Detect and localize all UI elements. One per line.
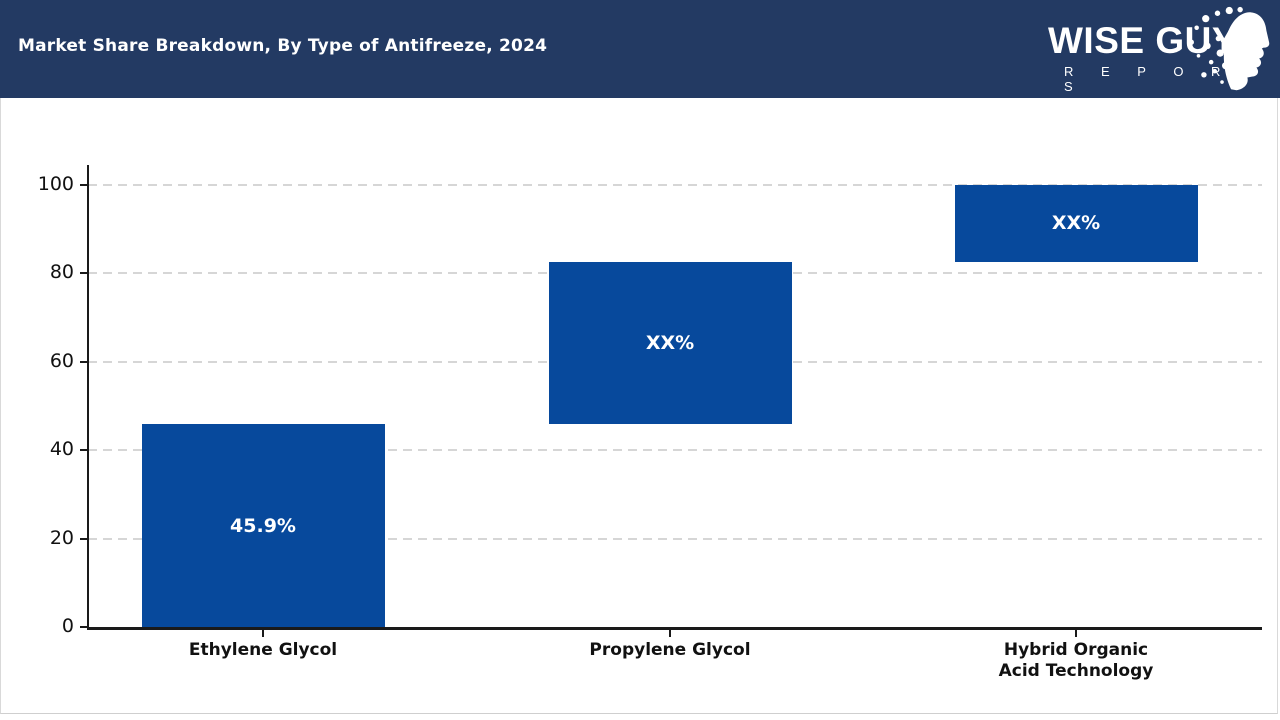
x-tick [262,630,264,637]
logo-head-profile-icon [1188,6,1270,91]
y-tick-label: 0 [61,615,74,637]
chart-title: Market Share Breakdown, By Type of Antif… [18,36,548,56]
y-tick-label: 80 [49,261,74,284]
bar-value-label: 45.9% [230,514,296,537]
gridline [88,184,1262,186]
x-category-label: Propylene Glycol [589,640,751,660]
y-tick [80,449,88,452]
x-category-label: Ethylene Glycol [188,640,338,660]
x-category-label: Hybrid Organic Acid Technology [998,640,1154,682]
y-tick-label: 20 [49,526,74,549]
y-tick [80,626,88,628]
y-axis-line [87,165,89,630]
header-bar: Market Share Breakdown, By Type of Antif… [0,0,1280,98]
bar: XX% [548,261,792,425]
y-tick-label: 100 [37,173,74,195]
bar: XX% [954,185,1198,262]
gridline [88,537,1262,540]
bar: 45.9% [141,424,385,627]
y-tick-label: 60 [49,349,74,372]
x-tick [1075,630,1077,637]
bar-value-label: XX% [1051,212,1101,235]
wise-guy-reports-logo: WISE GUY R E P O R T S [1012,0,1272,98]
logo-subtitle: R E P O R T S [1064,64,1268,94]
y-tick [80,360,88,363]
bar-value-label: XX% [645,332,695,354]
x-tick [669,630,671,637]
y-tick-label: 40 [49,438,74,461]
y-tick [80,272,88,275]
gridline [88,449,1262,452]
y-tick [80,184,88,186]
y-tick [80,537,88,540]
logo-wordmark: WISE GUY [1048,20,1238,61]
x-axis-line [87,627,1262,630]
